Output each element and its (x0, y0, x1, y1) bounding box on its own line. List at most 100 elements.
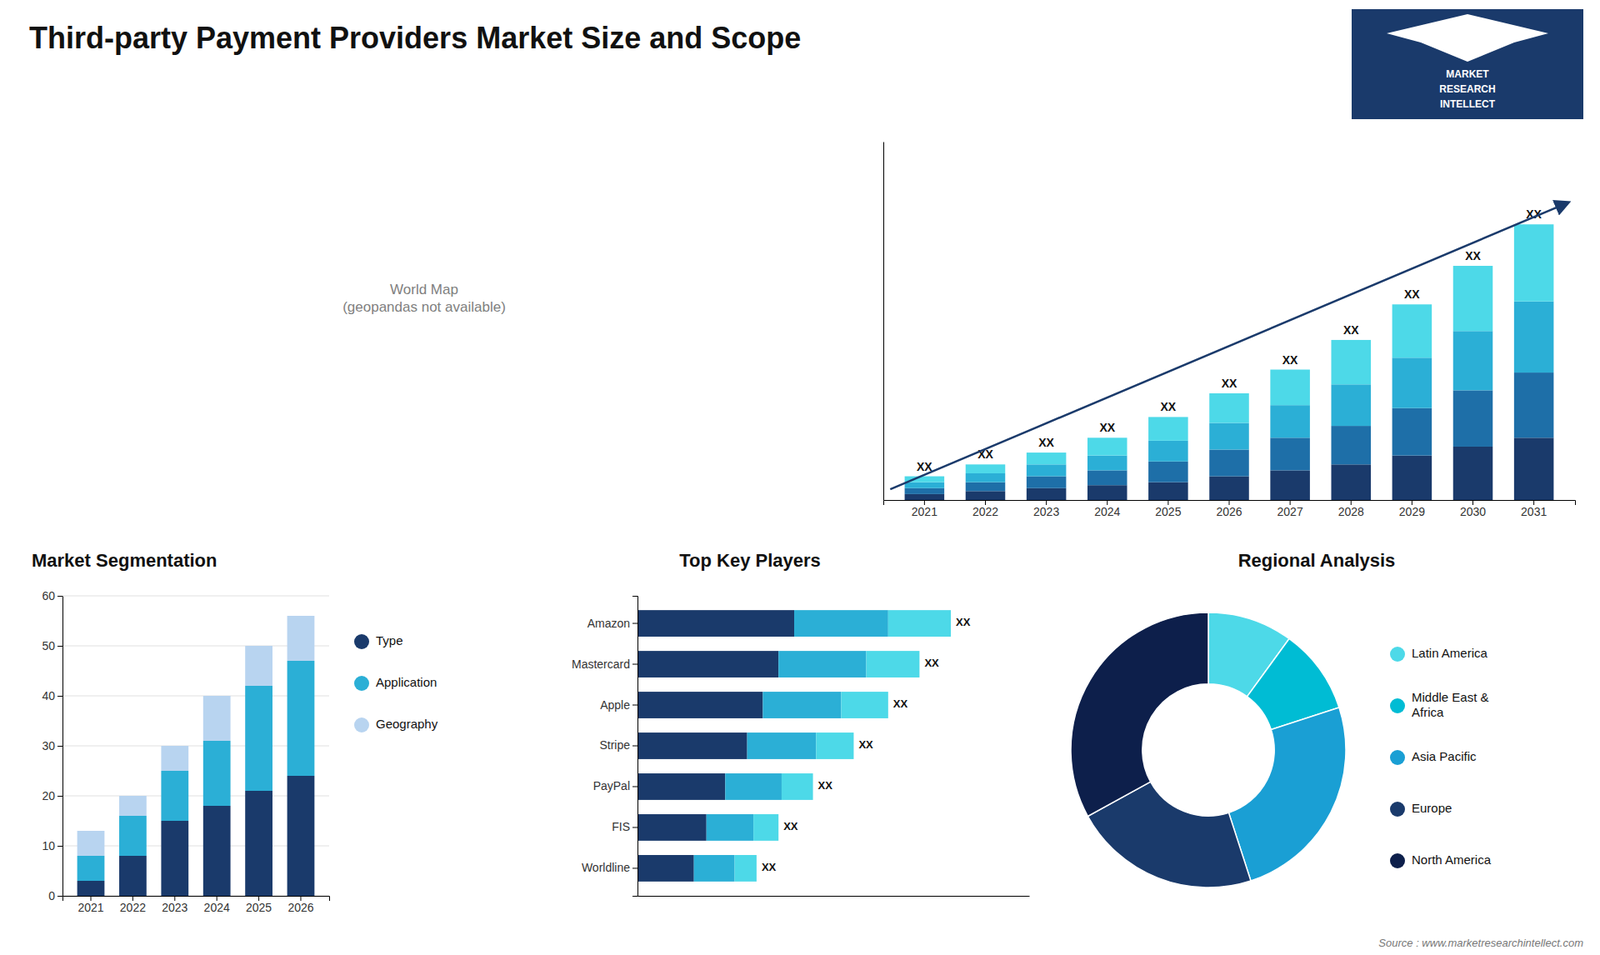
bar (637, 855, 695, 882)
bar (1453, 390, 1494, 447)
legend-label: Geography (375, 716, 439, 731)
bar (1330, 384, 1371, 426)
tick-label: 30 (41, 739, 55, 753)
bar (965, 482, 1006, 492)
annotation: XX (1343, 323, 1360, 337)
tick: 2021 (77, 895, 104, 915)
legend-label: Application (375, 675, 437, 690)
text-line: North America (1411, 852, 1492, 867)
tick: 2021 (911, 500, 938, 519)
bar (905, 488, 945, 495)
bars (905, 224, 1555, 500)
bar (865, 650, 920, 678)
tick-label: 2026 (287, 900, 314, 915)
bar (965, 473, 1006, 483)
bar (1270, 470, 1310, 500)
legend-item: North America (1390, 852, 1492, 869)
bar (1514, 372, 1555, 438)
bar (1330, 340, 1371, 385)
bar (1330, 464, 1371, 500)
bar (637, 650, 779, 678)
tick: 2026 (1215, 500, 1242, 519)
tick-mark (632, 664, 638, 665)
legend-swatch (1390, 801, 1405, 817)
bar (747, 732, 817, 760)
tick: 30 (41, 739, 63, 753)
tick-mark (632, 623, 638, 625)
bar (1270, 370, 1310, 406)
bar (119, 855, 147, 896)
tick: Worldline (581, 860, 638, 875)
annotation: XX (761, 860, 777, 874)
annotation: XX (1099, 420, 1115, 435)
x-axis: 202120222023202420252026 (63, 895, 330, 915)
bar (287, 775, 315, 896)
bar (762, 691, 841, 719)
tick: 10 (41, 839, 63, 853)
tick: 60 (41, 589, 63, 603)
bar (1330, 425, 1371, 465)
bar (1148, 461, 1189, 483)
y-axis: AmazonMastercardAppleStripePayPalFISWorl… (571, 596, 639, 897)
bar (1209, 423, 1250, 450)
bar (77, 830, 105, 856)
tick-mark (57, 795, 63, 797)
tick-label: 2022 (972, 505, 999, 519)
bar (245, 790, 273, 896)
source: Source : www.marketresearchintellect.com (1378, 936, 1584, 950)
bar-chart: 2021202220232024202520260102030405060 (41, 589, 330, 915)
bar (160, 820, 189, 896)
logo-box (1351, 9, 1584, 120)
tick-mark (57, 845, 63, 847)
legend-swatch (1390, 750, 1405, 765)
x-axis: 2021202220232024202520262027202820292030… (884, 500, 1576, 519)
grid (62, 595, 330, 896)
tick: 2031 (1520, 500, 1547, 519)
annotation: XX (1282, 353, 1299, 367)
bar (203, 695, 231, 741)
bar (1514, 301, 1555, 373)
bar (1270, 405, 1310, 438)
tick-label: 2021 (911, 505, 938, 519)
tick-label: 60 (41, 589, 55, 603)
tick-label: 2030 (1460, 505, 1486, 519)
text-line: World Map (390, 281, 459, 298)
tick-label: Apple (600, 698, 630, 712)
bar (119, 815, 147, 856)
bar (778, 650, 866, 678)
bar (1392, 304, 1433, 358)
annotation: XX (818, 779, 834, 792)
tick-mark (57, 895, 63, 897)
annotations: XXXXXXXXXXXXXXXXXXXXXX (916, 207, 1543, 473)
bar (1026, 476, 1067, 489)
bar (725, 773, 782, 800)
tick: 2022 (120, 895, 146, 915)
bar (1392, 455, 1433, 500)
tick-label: 2026 (1215, 505, 1242, 519)
text-line: (geopandas not available) (342, 299, 506, 315)
bar (1026, 464, 1067, 476)
tick-label: 2029 (1399, 505, 1425, 519)
bar (1087, 437, 1128, 455)
chart-title: Regional Analysis (1238, 550, 1396, 571)
tick-label: 2028 (1338, 505, 1365, 519)
tick-label: Stripe (599, 738, 630, 752)
bar (1453, 330, 1494, 390)
annotations: XXXXXXXXXXXXXX (761, 615, 971, 874)
axis-line (632, 596, 639, 897)
bar (781, 773, 814, 800)
annotation: XX (1038, 435, 1055, 450)
bar-chart: 2021202220232024202520262027202820292030… (884, 142, 1576, 519)
bar (637, 814, 707, 841)
bar (637, 610, 795, 637)
bar (794, 610, 889, 637)
bar (965, 464, 1006, 474)
bar (1514, 437, 1555, 500)
annotation: XX (1221, 376, 1238, 390)
slice (1228, 707, 1346, 881)
legend-item: Europe (1390, 800, 1452, 817)
logo-text: INTELLECT (1440, 98, 1496, 110)
tick-label: 40 (41, 689, 55, 703)
donut-chart (1070, 612, 1346, 888)
tick: 50 (41, 639, 63, 653)
